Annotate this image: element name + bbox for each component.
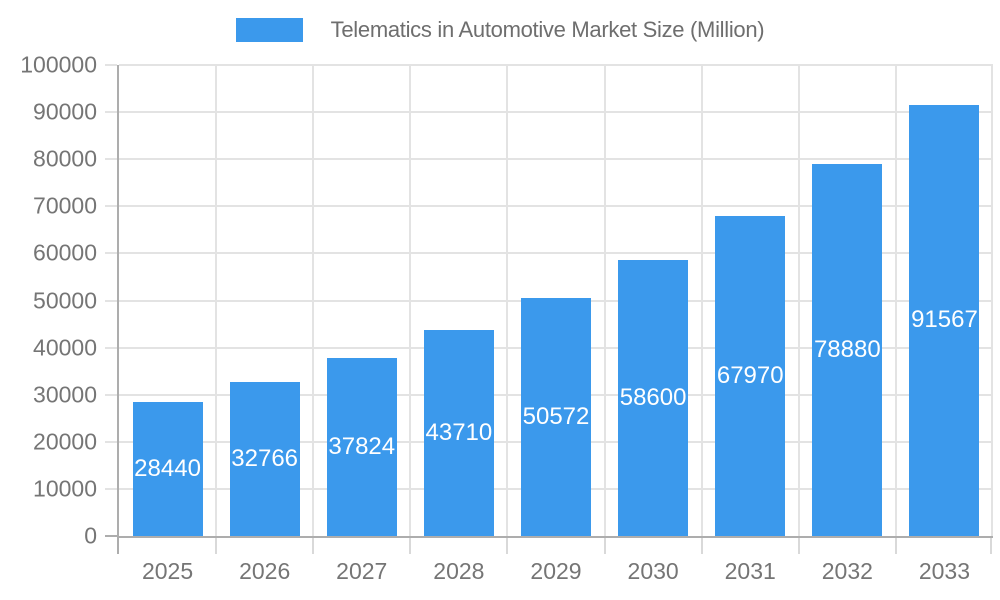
bar: 78880 [812, 164, 883, 536]
bar-value-label: 43710 [425, 419, 493, 447]
x-tick-label: 2029 [530, 558, 582, 584]
y-tick-label: 30000 [33, 381, 97, 408]
bar: 67970 [715, 215, 786, 536]
y-axis-tick [105, 64, 117, 66]
bar-value-label: 32766 [231, 444, 299, 472]
y-axis-tick [105, 299, 117, 302]
bar: 43710 [423, 330, 494, 536]
y-axis-tick [105, 158, 117, 161]
bar-value-label: 37824 [328, 432, 396, 460]
bar-value-label: 58600 [619, 384, 687, 411]
y-axis-tick [105, 487, 117, 490]
bar-value-label: 67970 [716, 361, 784, 389]
x-axis-tick [117, 538, 119, 554]
x-axis-tick [990, 538, 992, 554]
x-gridline [894, 65, 897, 536]
y-axis-tick [105, 111, 117, 114]
y-axis-tick [105, 440, 117, 443]
legend: Telematics in Automotive Market Size (Mi… [0, 17, 1000, 43]
bar: 32766 [229, 381, 300, 536]
x-tick-label: 2033 [918, 558, 971, 584]
y-tick-label: 0 [84, 522, 97, 549]
y-tick-label: 20000 [33, 428, 97, 455]
x-axis-tick [797, 538, 800, 554]
x-tick-label: 2032 [821, 558, 873, 584]
y-axis-tick [105, 535, 117, 537]
y-tick-label: 50000 [33, 287, 97, 313]
bar-value-label: 28440 [134, 455, 201, 483]
x-gridline [797, 65, 800, 536]
x-axis-tick [603, 538, 606, 554]
x-gridline [409, 65, 412, 536]
y-tick-label: 40000 [33, 334, 97, 361]
y-tick-label: 70000 [33, 192, 97, 219]
x-gridline [506, 65, 509, 536]
bar: 91567 [909, 104, 980, 536]
x-tick-label: 2025 [141, 558, 194, 584]
bar: 50572 [521, 297, 591, 536]
x-gridline [603, 65, 606, 536]
x-tick-label: 2028 [433, 558, 485, 584]
x-axis-tick [215, 538, 218, 554]
x-axis-tick [312, 538, 315, 554]
y-axis-tick [105, 205, 117, 208]
x-tick-label: 2027 [336, 558, 388, 584]
bar: 37824 [326, 357, 397, 536]
x-axis-tick [700, 538, 703, 554]
x-gridline [215, 65, 218, 536]
y-tick-label: 10000 [33, 475, 97, 502]
y-gridline [119, 158, 993, 161]
x-axis-tick [409, 538, 412, 554]
x-tick-label: 2030 [627, 558, 679, 584]
x-axis-tick [506, 538, 509, 554]
y-axis-tick [105, 252, 117, 255]
y-tick-label: 100000 [20, 51, 97, 78]
y-gridline [119, 252, 993, 255]
plot-area: 0 10000 20000 30000 40000 50000 60000 70000 8000… [20, 52, 993, 584]
bar: 28440 [132, 402, 203, 536]
bar-value-label: 78880 [813, 336, 881, 364]
x-tick-label: 2031 [724, 558, 776, 584]
legend-swatch [235, 18, 303, 42]
y-gridline [119, 111, 993, 114]
y-tick-label: 90000 [33, 98, 97, 125]
x-gridline [700, 65, 703, 536]
y-axis-tick [105, 393, 117, 396]
y-gridline [119, 205, 993, 208]
chart-title: Telematics in Automotive Market Size (Mi… [330, 17, 765, 42]
bar-value-label: 91567 [911, 306, 978, 334]
x-axis-tick [894, 538, 897, 554]
y-axis-tick [105, 346, 117, 349]
y-gridline [119, 64, 993, 66]
x-gridline [312, 65, 315, 536]
bar-value-label: 50572 [522, 402, 590, 430]
y-tick-label: 60000 [33, 239, 97, 266]
x-tick-label: 2026 [239, 558, 291, 584]
bar: 58600 [618, 260, 689, 536]
x-gridline [991, 65, 993, 536]
y-tick-label: 80000 [33, 145, 97, 172]
